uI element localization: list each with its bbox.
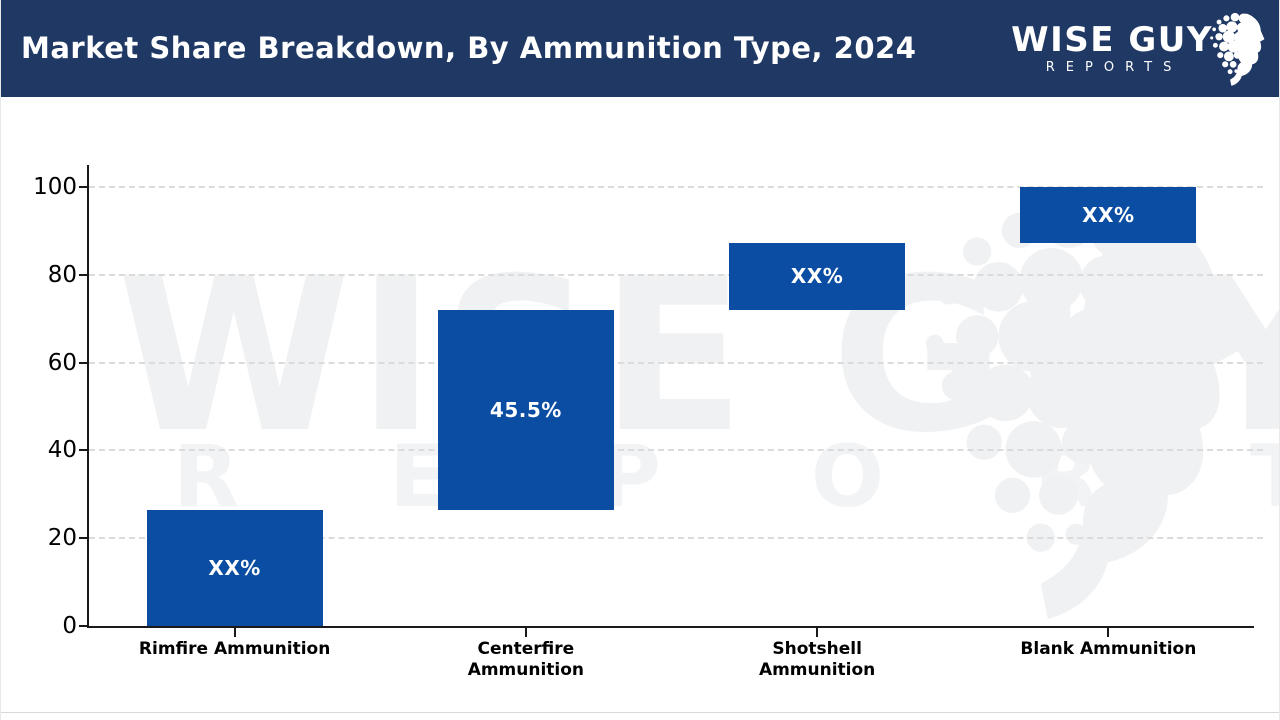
dotted-head-profile-icon bbox=[1210, 12, 1265, 86]
y-tick-label-100: 100 bbox=[33, 174, 77, 200]
x-label-shotshell-ammunition: Shotshell Ammunition bbox=[758, 639, 876, 680]
bar-blank-ammunition: XX% bbox=[1020, 187, 1197, 243]
logo-subtitle: REPORTS bbox=[1045, 60, 1183, 75]
y-tick-60 bbox=[79, 361, 89, 364]
y-tick-40 bbox=[79, 449, 89, 452]
y-tick-0 bbox=[79, 625, 89, 627]
page-title: Market Share Breakdown, By Ammunition Ty… bbox=[21, 31, 917, 65]
x-tick-shotshell-ammunition bbox=[816, 628, 819, 637]
gridline-y-40 bbox=[89, 449, 1263, 452]
gridline-y-100 bbox=[89, 186, 1263, 188]
y-axis-line bbox=[87, 165, 89, 628]
y-tick-label-40: 40 bbox=[47, 437, 77, 464]
y-tick-label-60: 60 bbox=[47, 349, 77, 376]
y-tick-label-20: 20 bbox=[47, 525, 77, 552]
bar-value-label: XX% bbox=[208, 555, 261, 580]
y-tick-label-0: 0 bbox=[62, 613, 77, 639]
logo-text: WISE GUY REPORTS bbox=[1011, 22, 1213, 75]
header: Market Share Breakdown, By Ammunition Ty… bbox=[1, 0, 1279, 97]
logo-wordmark: WISE GUY bbox=[1011, 20, 1213, 60]
wise-guy-logo: WISE GUY REPORTS bbox=[1011, 8, 1267, 89]
gridline-y-80 bbox=[89, 273, 1263, 276]
x-axis-line bbox=[87, 626, 1254, 628]
bar-centerfire-ammunition: 45.5% bbox=[437, 309, 614, 510]
x-label-rimfire-ammunition: Rimfire Ammunition bbox=[138, 639, 331, 659]
x-tick-rimfire-ammunition bbox=[233, 628, 236, 637]
gridline-y-20 bbox=[89, 537, 1263, 540]
bar-value-label: 45.5% bbox=[489, 397, 562, 422]
bottom-divider bbox=[1, 712, 1279, 713]
bar-shotshell-ammunition: XX% bbox=[729, 242, 906, 310]
x-label-centerfire-ammunition: Centerfire Ammunition bbox=[467, 639, 585, 680]
y-tick-80 bbox=[79, 273, 89, 276]
x-tick-blank-ammunition bbox=[1107, 628, 1110, 637]
bar-rimfire-ammunition: XX% bbox=[146, 509, 323, 626]
x-label-blank-ammunition: Blank Ammunition bbox=[1020, 639, 1197, 659]
y-tick-20 bbox=[79, 537, 89, 540]
y-tick-100 bbox=[79, 186, 89, 188]
bar-value-label: XX% bbox=[1082, 202, 1135, 227]
bar-value-label: XX% bbox=[790, 264, 844, 289]
gridline-y-60 bbox=[89, 361, 1263, 364]
x-tick-centerfire-ammunition bbox=[524, 628, 527, 637]
y-tick-label-80: 80 bbox=[47, 261, 77, 288]
